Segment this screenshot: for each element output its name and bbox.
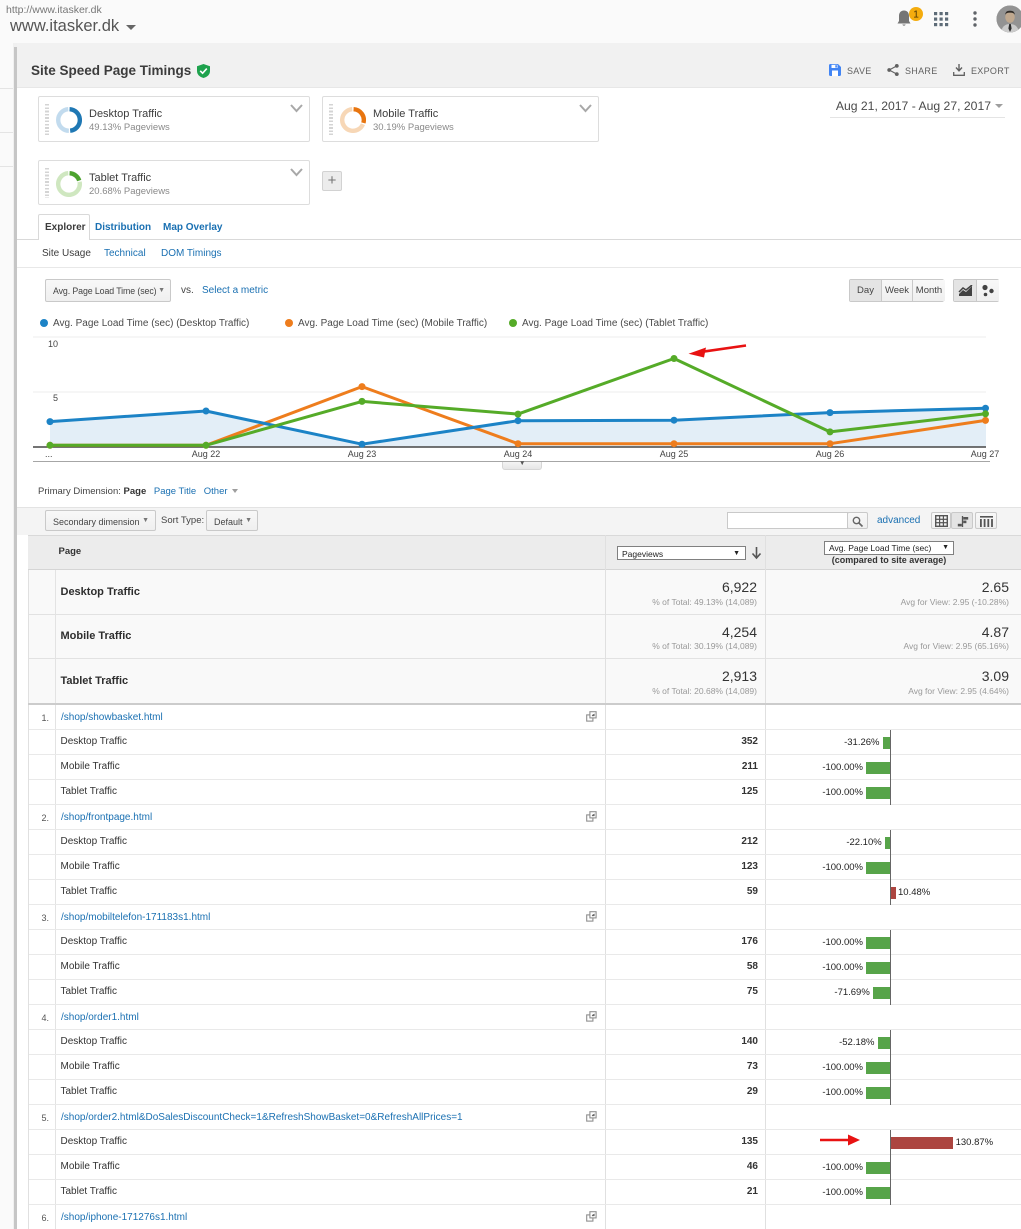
svg-text:1: 1 (913, 9, 919, 20)
